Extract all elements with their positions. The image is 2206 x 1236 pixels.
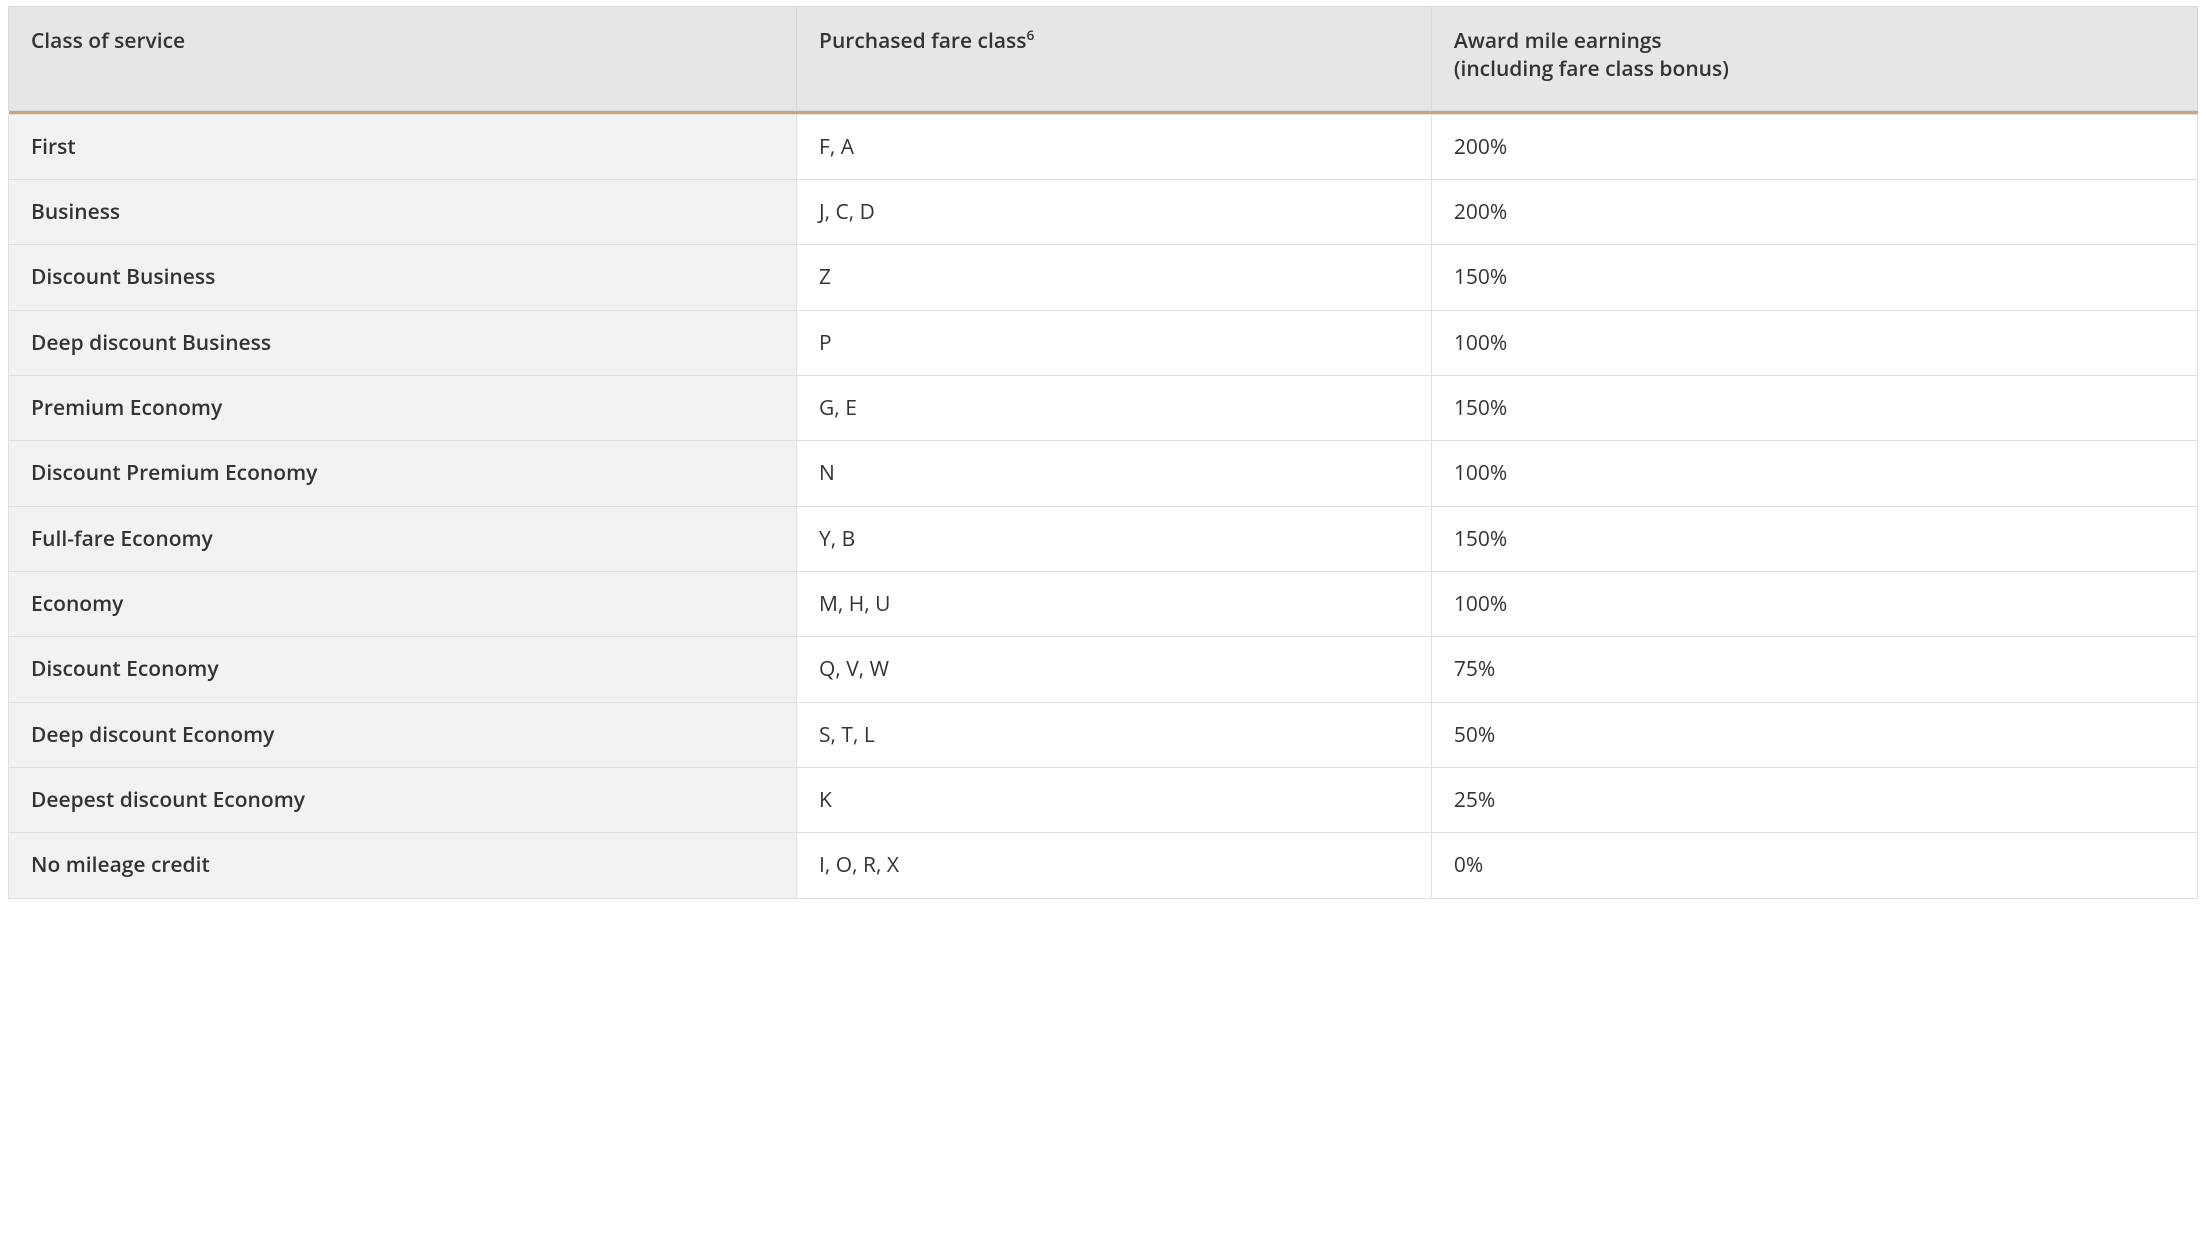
cell-service: Discount Business bbox=[9, 245, 797, 310]
table-row: Deep discount BusinessP100% bbox=[9, 310, 2198, 375]
cell-earnings: 100% bbox=[1431, 310, 2197, 375]
table-row: Deepest discount EconomyK25% bbox=[9, 768, 2198, 833]
cell-earnings: 200% bbox=[1431, 180, 2197, 245]
footnote-marker: 6 bbox=[1026, 25, 1034, 44]
cell-earnings: 0% bbox=[1431, 833, 2197, 898]
col-header-earnings: Award mile earnings(including fare class… bbox=[1431, 7, 2197, 111]
cell-fare-class: J, C, D bbox=[797, 180, 1432, 245]
col-header-fare-class: Purchased fare class6 bbox=[797, 7, 1432, 111]
cell-service: Business bbox=[9, 180, 797, 245]
cell-fare-class: S, T, L bbox=[797, 702, 1432, 767]
cell-fare-class: Y, B bbox=[797, 506, 1432, 571]
table-row: Premium EconomyG, E150% bbox=[9, 376, 2198, 441]
cell-service: Deepest discount Economy bbox=[9, 768, 797, 833]
table-row: Discount BusinessZ150% bbox=[9, 245, 2198, 310]
cell-service: Deep discount Business bbox=[9, 310, 797, 375]
col-header-label: Purchased fare class bbox=[819, 27, 1026, 55]
cell-earnings: 75% bbox=[1431, 637, 2197, 702]
cell-fare-class: M, H, U bbox=[797, 572, 1432, 637]
table-row: Full-fare EconomyY, B150% bbox=[9, 506, 2198, 571]
table-row: Discount EconomyQ, V, W75% bbox=[9, 637, 2198, 702]
table-row: No mileage creditI, O, R, X0% bbox=[9, 833, 2198, 898]
cell-earnings: 150% bbox=[1431, 245, 2197, 310]
col-header-label: Award mile earnings(including fare class… bbox=[1454, 27, 1729, 83]
cell-earnings: 150% bbox=[1431, 506, 2197, 571]
cell-service: Economy bbox=[9, 572, 797, 637]
cell-fare-class: K bbox=[797, 768, 1432, 833]
cell-fare-class: P bbox=[797, 310, 1432, 375]
table-row: BusinessJ, C, D200% bbox=[9, 180, 2198, 245]
cell-service: Premium Economy bbox=[9, 376, 797, 441]
fare-class-table: Class of service Purchased fare class6 A… bbox=[8, 6, 2198, 899]
cell-earnings: 200% bbox=[1431, 114, 2197, 179]
cell-fare-class: I, O, R, X bbox=[797, 833, 1432, 898]
cell-service: Discount Premium Economy bbox=[9, 441, 797, 506]
table-row: Discount Premium EconomyN100% bbox=[9, 441, 2198, 506]
table-row: EconomyM, H, U100% bbox=[9, 572, 2198, 637]
cell-fare-class: G, E bbox=[797, 376, 1432, 441]
cell-fare-class: N bbox=[797, 441, 1432, 506]
cell-service: Full-fare Economy bbox=[9, 506, 797, 571]
col-header-label: Class of service bbox=[31, 27, 185, 55]
cell-service: Deep discount Economy bbox=[9, 702, 797, 767]
cell-fare-class: F, A bbox=[797, 114, 1432, 179]
cell-fare-class: Q, V, W bbox=[797, 637, 1432, 702]
cell-earnings: 50% bbox=[1431, 702, 2197, 767]
col-header-service: Class of service bbox=[9, 7, 797, 111]
cell-service: First bbox=[9, 114, 797, 179]
table-row: Deep discount EconomyS, T, L50% bbox=[9, 702, 2198, 767]
table-header-row: Class of service Purchased fare class6 A… bbox=[9, 7, 2198, 111]
cell-earnings: 100% bbox=[1431, 441, 2197, 506]
cell-earnings: 150% bbox=[1431, 376, 2197, 441]
cell-service: Discount Economy bbox=[9, 637, 797, 702]
cell-earnings: 100% bbox=[1431, 572, 2197, 637]
cell-fare-class: Z bbox=[797, 245, 1432, 310]
table-row: FirstF, A200% bbox=[9, 114, 2198, 179]
cell-earnings: 25% bbox=[1431, 768, 2197, 833]
cell-service: No mileage credit bbox=[9, 833, 797, 898]
